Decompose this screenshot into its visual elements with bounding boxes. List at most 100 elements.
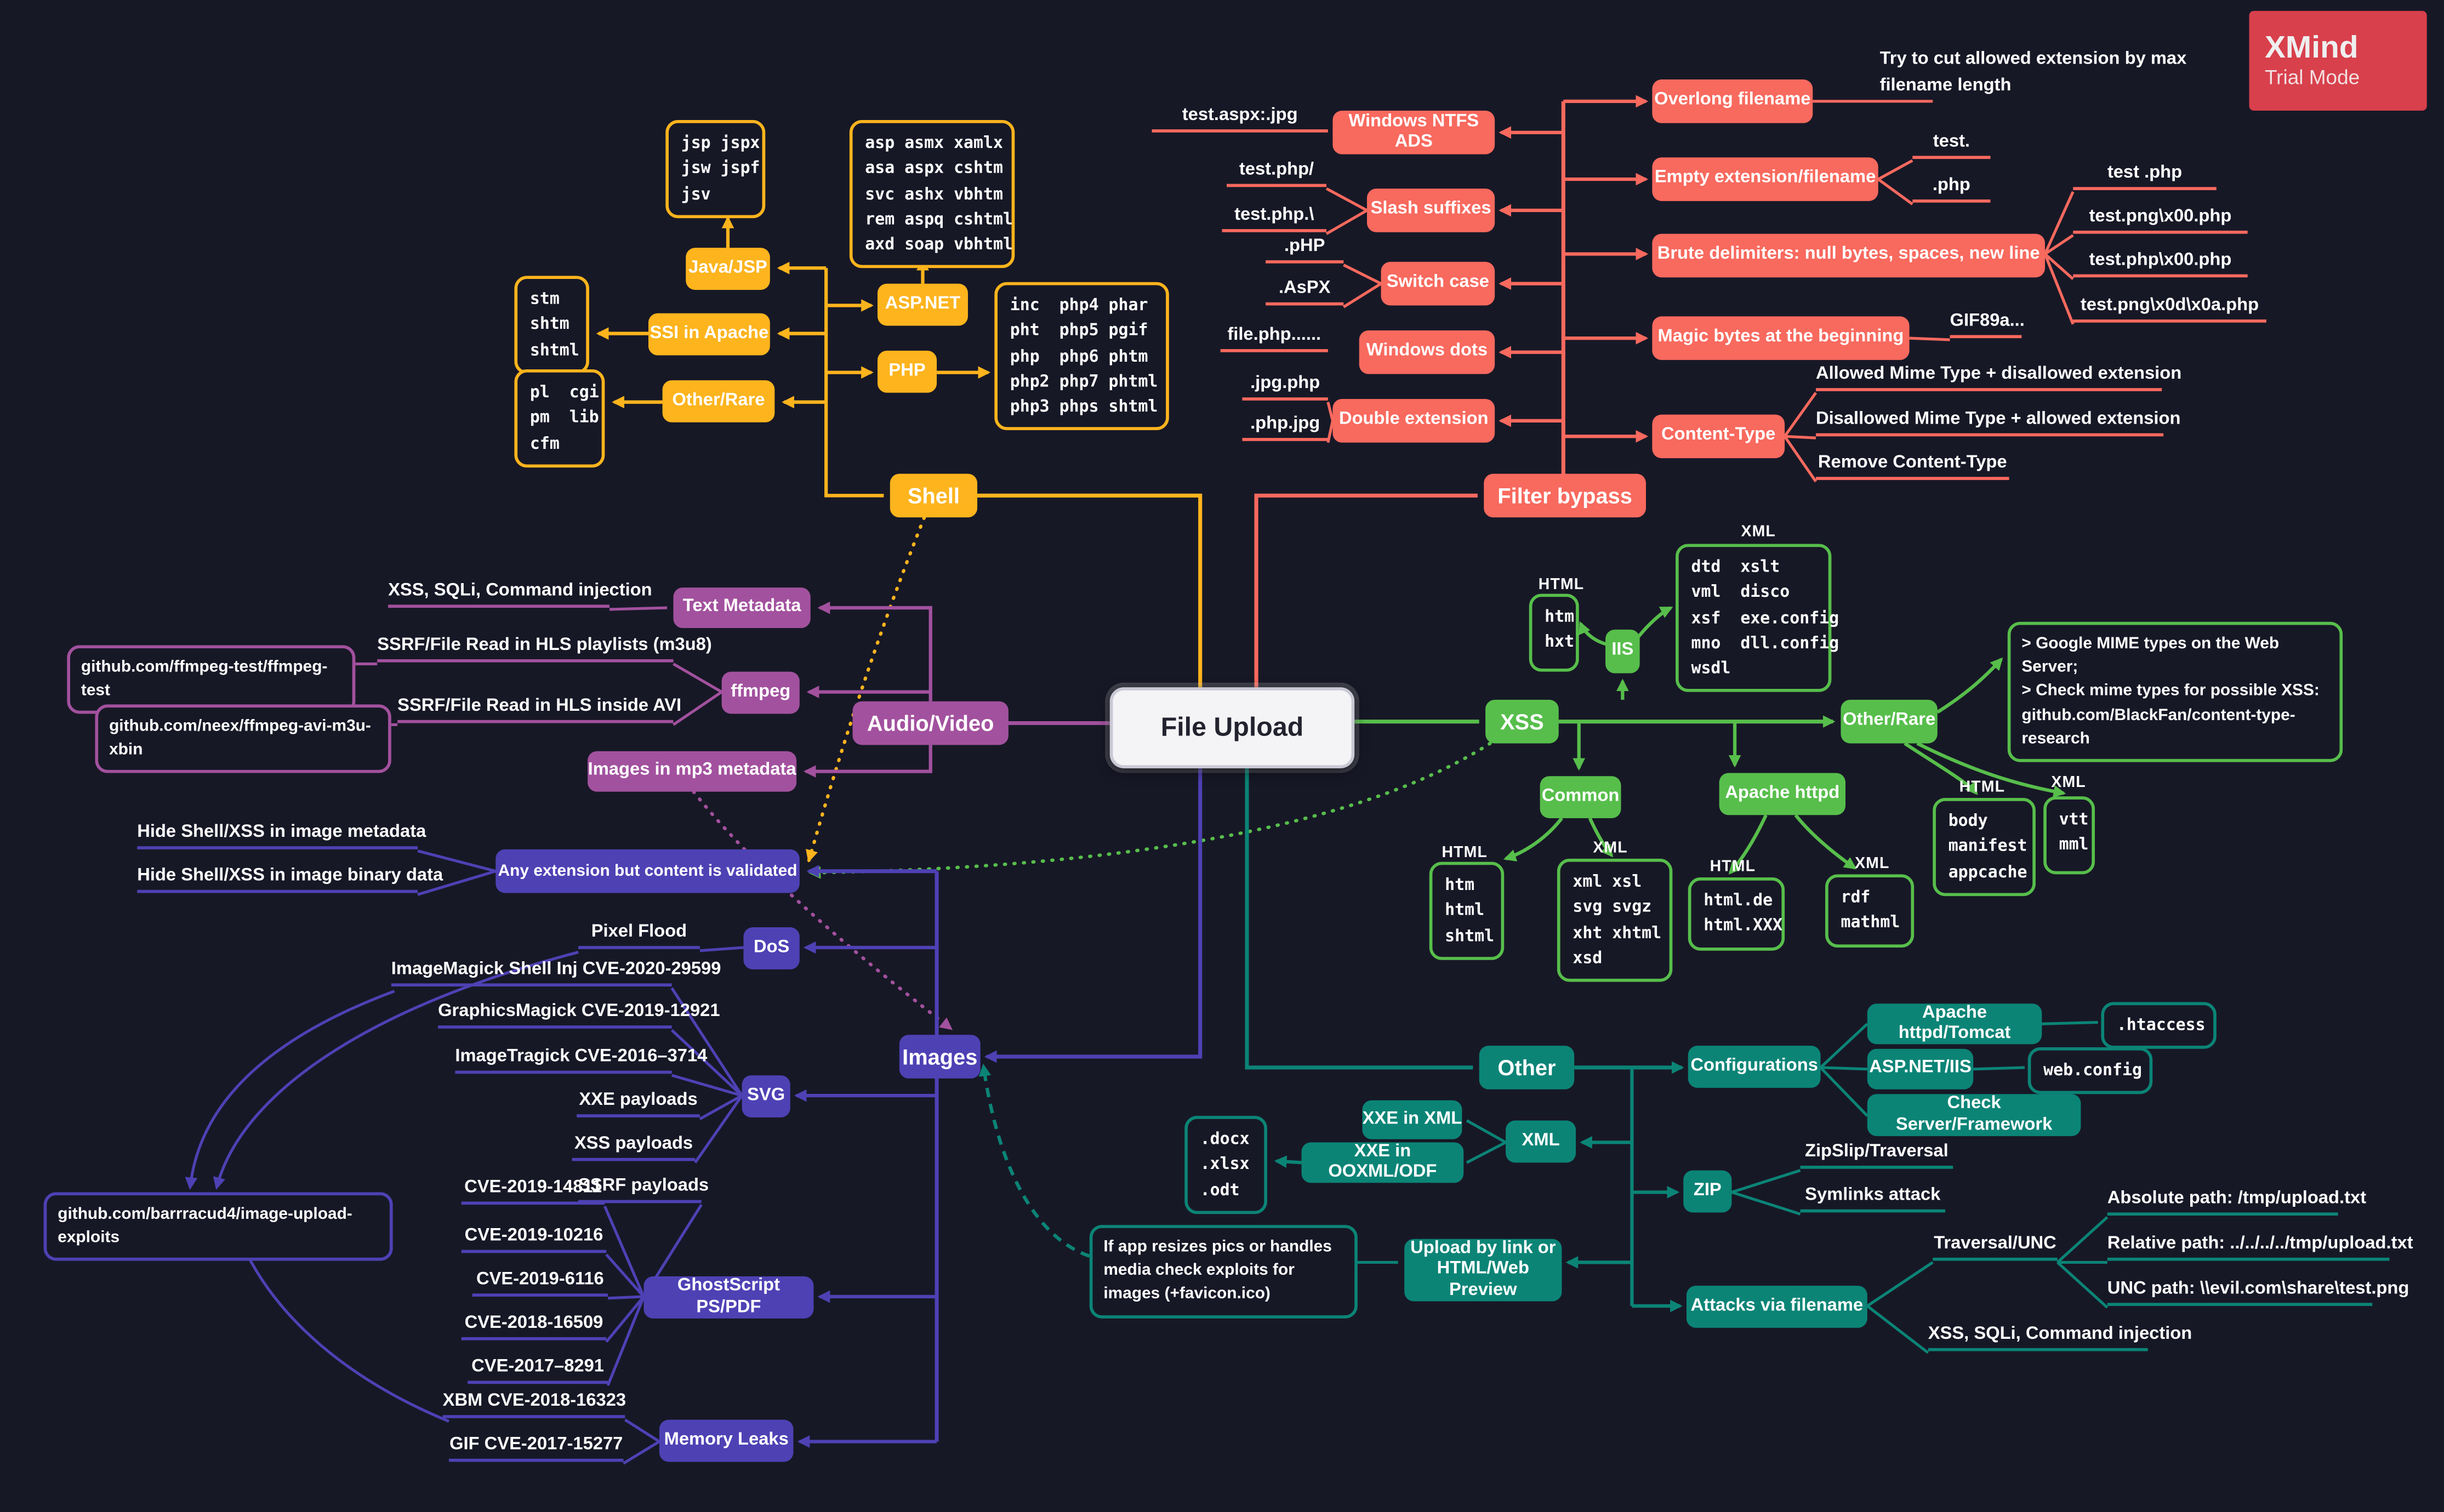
leaf-unc-path[interactable]: UNC path: \\evil.com\share\test.png xyxy=(2107,1280,2409,1306)
leaf-hide-binary[interactable]: Hide Shell/XSS in image binary data xyxy=(137,866,443,893)
webconfig-box[interactable]: web.config xyxy=(2027,1047,2153,1095)
gh-ffmpeg-test[interactable]: github.com/ffmpeg-test/ffmpeg-test xyxy=(67,645,356,715)
central-topic-file-upload[interactable]: File Upload xyxy=(1109,687,1355,768)
brute-delimiters[interactable]: Brute delimiters: null bytes, spaces, ne… xyxy=(1652,233,2045,278)
common-xml-exts[interactable]: xml xsl svg svgz xht xhtml xsd xyxy=(1557,858,1673,982)
other-html-exts[interactable]: body manifest appcache xyxy=(1933,798,2036,896)
java-jsp[interactable]: Java/JSP xyxy=(686,248,770,290)
leaf-hide-metadata[interactable]: Hide Shell/XSS in image metadata xyxy=(137,823,426,849)
leaf-cve-2019-14811[interactable]: CVE-2019-14811 xyxy=(461,1178,605,1205)
jsp-exts[interactable]: jsp jspx jsw jspf jsv xyxy=(665,119,766,218)
audio-video[interactable]: Audio/Video xyxy=(852,701,1009,745)
gh-barrracud4[interactable]: github.com/barrracud4/image-upload-explo… xyxy=(43,1192,393,1262)
leaf-allowed-mime[interactable]: Allowed Mime Type + disallowed extension xyxy=(1815,364,2181,391)
leaf-imagemagick[interactable]: ImageMagick Shell Inj CVE-2020-29599 xyxy=(391,960,721,987)
leaf-cve-2018-16509[interactable]: CVE-2018-16509 xyxy=(461,1314,607,1340)
check-server[interactable]: Check Server/Framework xyxy=(1867,1094,2081,1137)
filter-bypass[interactable]: Filter bypass xyxy=(1484,473,1646,518)
leaf-file-php-dots[interactable]: file.php...... xyxy=(1220,326,1328,352)
aspnet-iis[interactable]: ASP.NET/IIS xyxy=(1867,1048,1974,1089)
iis[interactable]: IIS xyxy=(1605,629,1640,674)
configurations[interactable]: Configurations xyxy=(1688,1046,1821,1088)
leaf-php-case[interactable]: .pHP xyxy=(1266,237,1344,264)
slash-suffixes[interactable]: Slash suffixes xyxy=(1366,189,1495,232)
leaf-traversal-unc[interactable]: Traversal/UNC xyxy=(1933,1234,2058,1261)
leaf-xss-sqli-other[interactable]: XSS, SQLi, Command injection xyxy=(1928,1325,2192,1351)
leaf-test-php-x00[interactable]: test.php\x00.php xyxy=(2073,251,2248,278)
switch-case[interactable]: Switch case xyxy=(1381,261,1495,306)
leaf-gif-cve[interactable]: GIF CVE-2017-15277 xyxy=(449,1435,624,1462)
leaf-ssrf-avi[interactable]: SSRF/File Read in HLS inside AVI xyxy=(397,697,681,723)
common-html-exts[interactable]: htm html shtml xyxy=(1429,861,1505,960)
php[interactable]: PHP xyxy=(878,350,937,393)
leaf-xbm-cve[interactable]: XBM CVE-2018-16323 xyxy=(442,1391,626,1418)
leaf-dot-php[interactable]: .php xyxy=(1912,176,1991,203)
leaf-jpg-php[interactable]: .jpg.php xyxy=(1242,374,1328,401)
leaf-test-php-backslash[interactable]: test.php.\ xyxy=(1222,206,1327,232)
windows-ntfs-ads[interactable]: Windows NTFS ADS xyxy=(1332,110,1495,155)
apache-httpd[interactable]: Apache httpd xyxy=(1719,773,1845,815)
leaf-graphicsmagick[interactable]: GraphicsMagick CVE-2019-12921 xyxy=(438,1002,720,1029)
leaf-php-jpg[interactable]: .php.jpg xyxy=(1242,414,1328,441)
other-rare-xss[interactable]: Other/Rare xyxy=(1841,699,1938,744)
leaf-test-png-x0d[interactable]: test.png\x0d\x0a.php xyxy=(2073,296,2266,323)
asp-net[interactable]: ASP.NET xyxy=(878,283,968,326)
overlong-filename[interactable]: Overlong filename xyxy=(1652,79,1813,123)
xml-topic[interactable]: XML xyxy=(1506,1120,1576,1163)
leaf-test-png-x00[interactable]: test.png\x00.php xyxy=(2073,207,2248,234)
leaf-xss-payloads[interactable]: XSS payloads xyxy=(572,1134,696,1161)
xss-topic[interactable]: XSS xyxy=(1485,699,1559,744)
leaf-ssrf-payloads[interactable]: SSRF payloads xyxy=(578,1177,709,1203)
pl-exts[interactable]: pl cgi pm lib cfm xyxy=(514,369,605,467)
leaf-xxe-payloads[interactable]: XXE payloads xyxy=(577,1091,700,1117)
leaf-gif89a[interactable]: GIF89a... xyxy=(1950,312,2025,339)
magic-bytes[interactable]: Magic bytes at the beginning xyxy=(1652,316,1910,360)
docx-box[interactable]: .docx .xlsx .odt xyxy=(1184,1116,1267,1214)
asp-exts[interactable]: asp asmx xamlx asa aspx cshtm svc ashx vbh… xyxy=(849,119,1015,269)
gh-neex[interactable]: github.com/neex/ffmpeg-avi-m3u-xbin xyxy=(95,704,391,774)
leaf-xss-sqli-av[interactable]: XSS, SQLi, Command injection xyxy=(388,581,652,608)
resize-note[interactable]: If app resizes pics or handles media chec… xyxy=(1089,1225,1358,1318)
other-xml-exts[interactable]: vtt mml xyxy=(2043,796,2095,875)
apache-xml-exts[interactable]: rdf mathml xyxy=(1825,874,1915,947)
leaf-ssrf-m3u8[interactable]: SSRF/File Read in HLS playlists (m3u8) xyxy=(377,636,712,663)
content-type[interactable]: Content-Type xyxy=(1652,414,1785,459)
svg-topic[interactable]: SVG xyxy=(742,1075,790,1117)
leaf-cve-2017-8291[interactable]: CVE-2017–8291 xyxy=(468,1357,608,1384)
htaccess-box[interactable]: .htaccess xyxy=(2101,1002,2217,1049)
windows-dots[interactable]: Windows dots xyxy=(1359,330,1495,374)
leaf-test-php-slash[interactable]: test.php/ xyxy=(1227,161,1327,187)
dos[interactable]: DoS xyxy=(743,927,800,969)
mp3-metadata[interactable]: Images in mp3 metadata xyxy=(588,751,797,792)
apache-tomcat[interactable]: Apache httpd/Tomcat xyxy=(1867,1003,2042,1045)
text-metadata[interactable]: Text Metadata xyxy=(673,587,811,629)
upload-by-link[interactable]: Upload by link or HTML/Web Preview xyxy=(1404,1239,1562,1302)
leaf-zipslip[interactable]: ZipSlip/Traversal xyxy=(1800,1142,1953,1169)
ghostscript[interactable]: GhostScript PS/PDF xyxy=(643,1276,814,1319)
common[interactable]: Common xyxy=(1540,776,1621,818)
leaf-relative-path[interactable]: Relative path: ../../../../tmp/upload.tx… xyxy=(2107,1234,2413,1261)
leaf-absolute-path[interactable]: Absolute path: /tmp/upload.txt xyxy=(2107,1189,2366,1216)
iis-xml-exts[interactable]: dtd xslt vml disco xsf exe.config mno dll.c… xyxy=(1676,544,1839,693)
leaf-cve-2019-10216[interactable]: CVE-2019-10216 xyxy=(461,1226,607,1253)
leaf-remove-content-type[interactable]: Remove Content-Type xyxy=(1815,454,2009,480)
other-rare-shell[interactable]: Other/Rare xyxy=(662,380,775,423)
htm-hxt[interactable]: htm hxt xyxy=(1529,594,1579,672)
double-extension[interactable]: Double extension xyxy=(1332,399,1495,443)
leaf-aspx-case[interactable]: .AsPX xyxy=(1266,279,1344,306)
leaf-pixel-flood[interactable]: Pixel Flood xyxy=(578,923,700,949)
mime-note[interactable]: > Google MIME types on the Web Server; > … xyxy=(2007,621,2343,762)
images-topic[interactable]: Images xyxy=(899,1035,981,1079)
xxe-in-ooxml[interactable]: XXE in OOXML/ODF xyxy=(1301,1142,1464,1183)
shell-topic[interactable]: Shell xyxy=(890,473,978,518)
leaf-imagetragick[interactable]: ImageTragick CVE-2016–3714 xyxy=(455,1047,707,1074)
leaf-test-dot[interactable]: test. xyxy=(1912,133,1991,159)
apache-html-exts[interactable]: html.de html.XXX xyxy=(1688,877,1785,950)
ffmpeg[interactable]: ffmpeg xyxy=(721,671,800,714)
leaf-test-aspx-jpg[interactable]: test.aspx:.jpg xyxy=(1152,106,1328,133)
other-topic[interactable]: Other xyxy=(1479,1046,1575,1089)
leaf-disallowed-mime[interactable]: Disallowed Mime Type + allowed extension xyxy=(1815,410,2180,437)
stm-exts[interactable]: stm shtm shtml xyxy=(514,276,589,374)
xxe-in-xml[interactable]: XXE in XML xyxy=(1362,1100,1462,1139)
memory-leaks[interactable]: Memory Leaks xyxy=(659,1419,794,1462)
